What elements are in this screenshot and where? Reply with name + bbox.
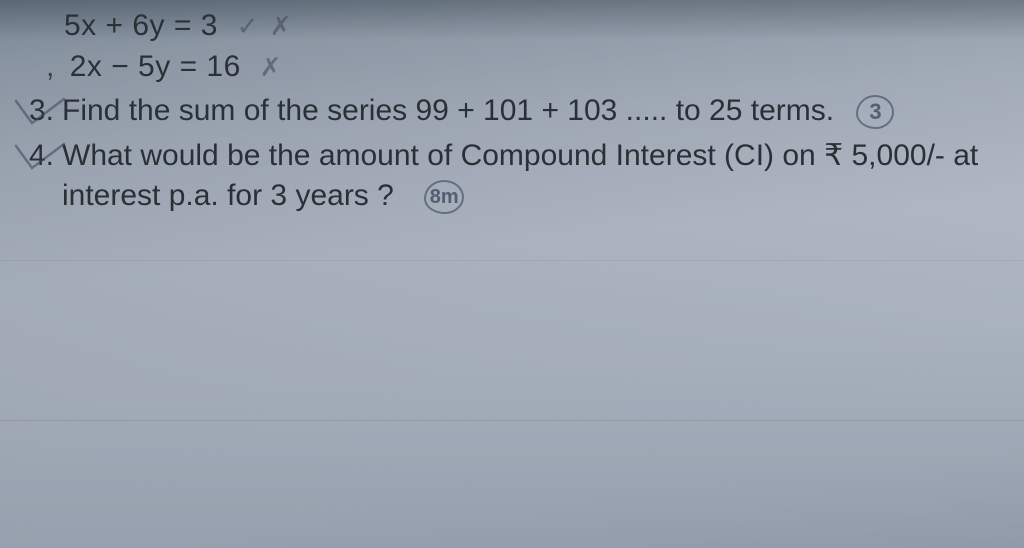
question-4: 4. What would be the amount of Compound … bbox=[18, 136, 1006, 217]
content-block: 5x + 6y = 3 ✓ ✗ , 2x − 5y = 16 ✗ 3. Find… bbox=[0, 0, 1024, 217]
question-3: 3. Find the sum of the series 99 + 101 +… bbox=[18, 91, 1006, 132]
worksheet-paper: 5x + 6y = 3 ✓ ✗ , 2x − 5y = 16 ✗ 3. Find… bbox=[0, 0, 1024, 548]
question-number-label: 4. bbox=[29, 139, 54, 172]
question-body-line1: What would be the amount of Compound Int… bbox=[62, 136, 1006, 177]
question-body-line2: interest p.a. for 3 years ? 8m bbox=[62, 176, 1006, 217]
equation-1: 5x + 6y = 3 ✓ ✗ bbox=[64, 6, 1006, 47]
question-text: What would be the amount of Compound Int… bbox=[62, 136, 1006, 217]
question-body-line2-text: interest p.a. for 3 years ? bbox=[62, 179, 394, 212]
equation-text: 2x − 5y = 16 bbox=[70, 50, 241, 83]
paper-crease bbox=[0, 420, 1024, 423]
pencil-scribble-icon: ✓ ✗ bbox=[237, 9, 294, 44]
leading-comma: , bbox=[46, 50, 55, 83]
mark-label: 3 bbox=[869, 97, 881, 127]
question-body: Find the sum of the series 99 + 101 + 10… bbox=[62, 94, 834, 127]
circled-mark-icon: 3 bbox=[856, 95, 894, 129]
pencil-scribble-icon: ✗ bbox=[260, 50, 284, 85]
question-number: 3. bbox=[18, 91, 62, 132]
question-number-label: 3. bbox=[29, 94, 54, 127]
equation-2: , 2x − 5y = 16 ✗ bbox=[46, 47, 1006, 88]
equation-text: 5x + 6y = 3 bbox=[64, 9, 218, 42]
paper-crease bbox=[0, 260, 1024, 262]
question-number: 4. bbox=[18, 136, 62, 177]
circled-mark-icon: 8m bbox=[424, 180, 464, 214]
mark-label: 8m bbox=[430, 184, 459, 211]
question-text: Find the sum of the series 99 + 101 + 10… bbox=[62, 91, 1006, 132]
